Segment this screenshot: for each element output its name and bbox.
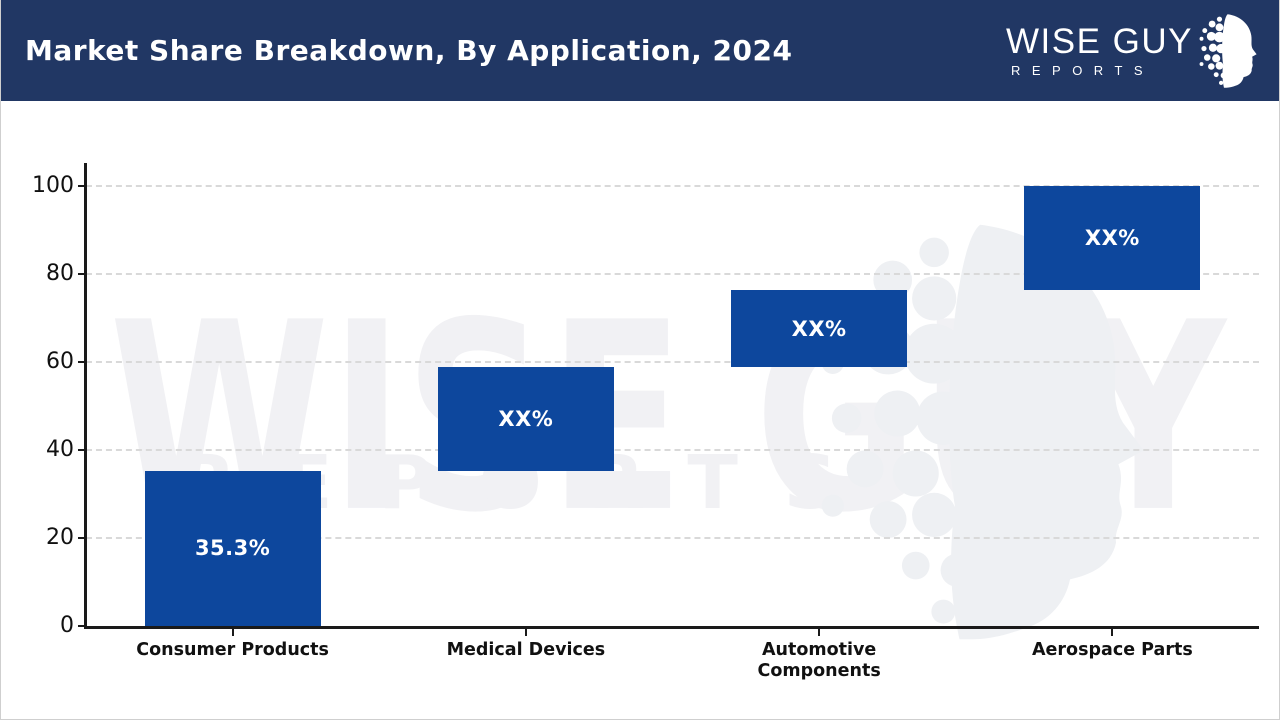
y-axis-line [84,163,87,626]
gridline [86,273,1259,275]
bar-1: 35.3% [144,470,321,626]
logo-head-icon [1199,13,1257,88]
gridline [86,537,1259,539]
bar-3: XX% [731,289,908,368]
y-axis-tick-label: 20 [46,525,74,550]
brand-wordmark: WISE GUY REPORTS [1006,24,1193,78]
x-tick-mark [524,629,527,636]
header: Market Share Breakdown, By Application, … [1,0,1279,101]
y-tick-mark [78,449,86,451]
bar-4: XX% [1024,186,1201,290]
x-axis-line [84,626,1259,629]
page-title: Market Share Breakdown, By Application, … [25,34,793,67]
y-tick-mark [78,361,86,363]
x-axis-category-label: Aerospace Parts [1032,640,1193,660]
x-tick-mark [231,629,234,636]
y-tick-mark [78,625,86,627]
x-axis-category-label: Consumer Products [136,640,329,660]
x-tick-mark [1111,629,1114,636]
gridline [86,361,1259,363]
brand-wordmark-main: WISE GUY [1005,21,1193,61]
x-axis-category-label: Automotive Components [757,640,881,681]
y-axis-tick-label: 100 [32,173,74,198]
x-axis-category-label: Medical Devices [446,640,606,660]
y-axis-tick-label: 40 [46,437,74,462]
gridline [86,185,1259,187]
y-tick-mark [78,537,86,539]
y-tick-mark [78,185,86,187]
bar-value-label: XX% [791,316,847,341]
brand-logo: WISE GUY REPORTS [1006,10,1257,92]
brand-wordmark-sub: REPORTS [1010,62,1155,78]
bar-value-label: XX% [498,406,554,431]
y-axis-tick-label: 60 [46,349,74,374]
bar-value-label: 35.3% [194,536,271,561]
y-tick-mark [78,273,86,275]
x-tick-mark [818,629,821,636]
chart-area: WISE GUY REPORTS 0 20 40 60 80 100 35.3% Consum… [1,101,1279,719]
bar-value-label: XX% [1084,225,1140,250]
y-axis-tick-label: 0 [60,613,74,638]
y-axis-tick-label: 80 [46,261,74,286]
bar-2: XX% [437,367,614,471]
gridline [86,449,1259,451]
